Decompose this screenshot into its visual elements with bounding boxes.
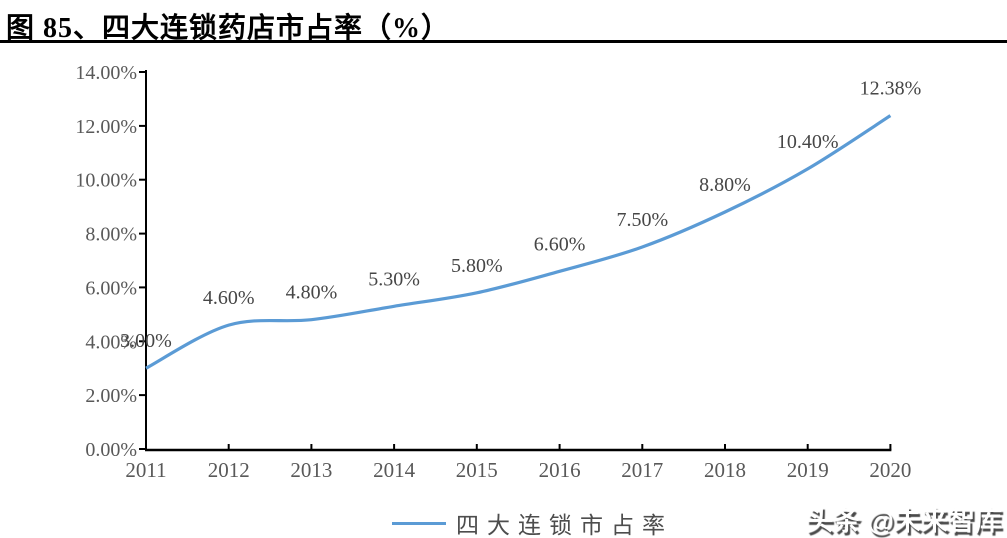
title-underline bbox=[0, 40, 1007, 43]
watermark-text: 头条 @未来智库 bbox=[806, 506, 1002, 536]
y-axis-tick-label: 14.00% bbox=[75, 62, 137, 84]
data-point-label: 4.60% bbox=[203, 287, 255, 309]
data-point-label: 5.80% bbox=[451, 255, 503, 277]
x-axis-tick-label: 2020 bbox=[869, 458, 911, 482]
x-axis-tick-label: 2014 bbox=[373, 458, 416, 482]
y-axis-tick-label: 0.00% bbox=[85, 439, 137, 461]
x-axis-tick-label: 2012 bbox=[208, 458, 250, 482]
y-axis-tick-label: 10.00% bbox=[75, 170, 137, 192]
x-axis-tick-label: 2013 bbox=[290, 458, 332, 482]
data-point-label: 6.60% bbox=[534, 233, 586, 255]
y-axis-tick-label: 6.00% bbox=[85, 277, 137, 299]
data-point-label: 3.00% bbox=[120, 330, 172, 352]
x-axis-tick-label: 2011 bbox=[125, 458, 166, 482]
legend-line-marker bbox=[392, 521, 446, 525]
x-axis-tick-label: 2018 bbox=[704, 458, 746, 482]
data-point-label: 12.38% bbox=[860, 78, 922, 100]
x-axis-tick-label: 2019 bbox=[787, 458, 829, 482]
legend: 四大连锁市占率 bbox=[392, 506, 673, 538]
data-point-label: 5.30% bbox=[368, 268, 420, 290]
y-axis-tick-label: 8.00% bbox=[85, 224, 137, 246]
data-point-label: 10.40% bbox=[777, 131, 839, 153]
series-line bbox=[145, 114, 892, 370]
x-axis-tick-label: 2016 bbox=[539, 458, 581, 482]
data-point-label: 7.50% bbox=[616, 209, 668, 231]
data-point-label: 4.80% bbox=[286, 282, 338, 304]
legend-label: 四大连锁市占率 bbox=[456, 513, 673, 538]
x-axis-tick-label: 2015 bbox=[456, 458, 498, 482]
y-axis-tick-label: 4.00% bbox=[85, 331, 137, 353]
x-axis-tick-label: 2017 bbox=[621, 458, 663, 482]
data-point-label: 8.80% bbox=[699, 174, 751, 196]
figure-title: 图 85、四大连锁药店市占率（%） bbox=[6, 13, 451, 44]
y-axis-tick-label: 12.00% bbox=[75, 116, 137, 138]
y-axis-tick-label: 2.00% bbox=[85, 385, 137, 407]
